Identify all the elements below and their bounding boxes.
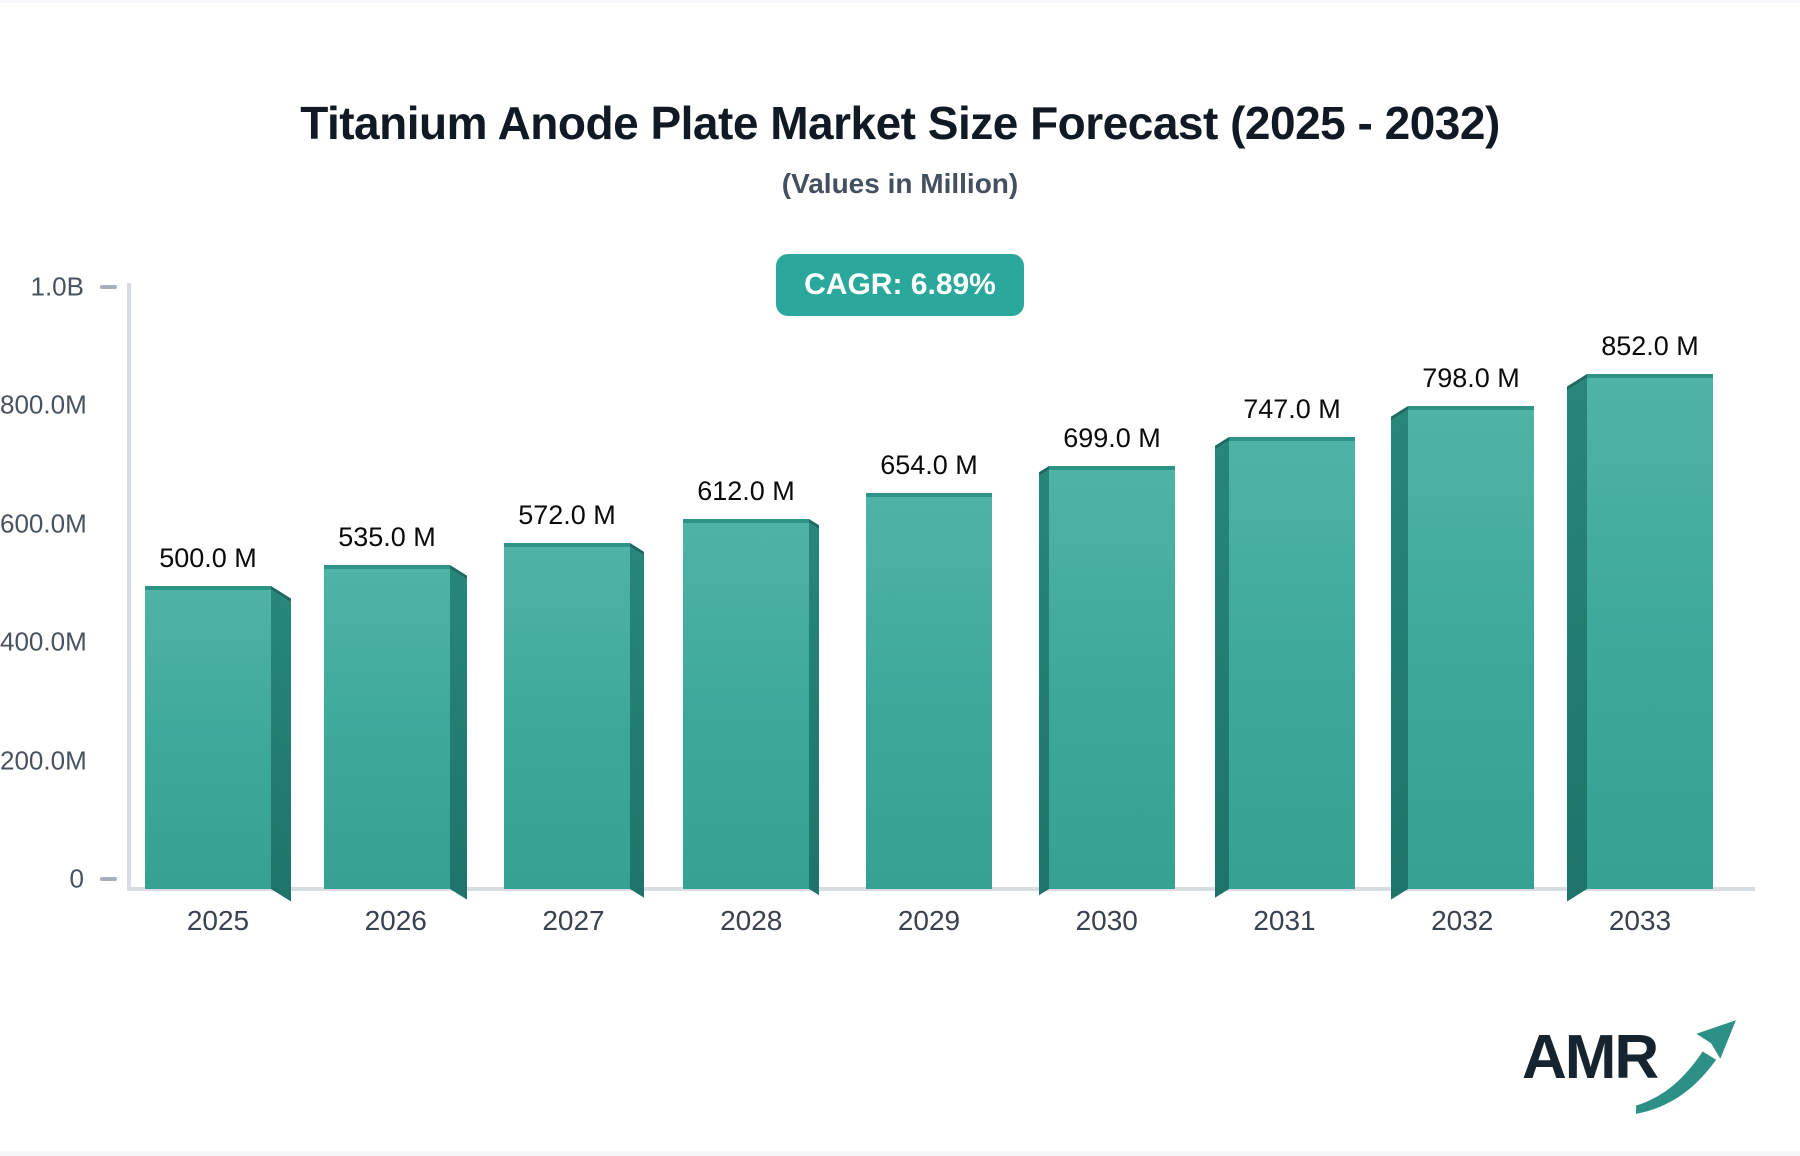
bar-2028 <box>683 519 809 889</box>
bar-2027 <box>504 543 630 889</box>
bar-side-face <box>1391 406 1408 900</box>
bar-value-label: 747.0 M <box>1243 394 1341 424</box>
bar-value-label: 654.0 M <box>880 450 978 480</box>
bar-side-face <box>809 519 819 896</box>
bar-side-face <box>450 565 467 900</box>
x-axis-label: 2030 <box>1075 905 1138 936</box>
y-axis-line <box>127 283 131 891</box>
bar-2033 <box>1587 374 1713 889</box>
bar-2031 <box>1229 437 1355 889</box>
x-axis-label: 2033 <box>1608 905 1672 936</box>
y-axis-label: 800.0M <box>0 389 87 420</box>
bar-value-label: 798.0 M <box>1422 363 1520 393</box>
bar-2026 <box>324 565 450 889</box>
bar-value-label: 612.0 M <box>697 476 795 506</box>
y-axis-label: 600.0M <box>0 508 87 539</box>
bar-side-face <box>1567 374 1587 902</box>
bar-side-face <box>630 543 644 898</box>
bar-value-label: 699.0 M <box>1063 423 1161 453</box>
x-axis-line <box>127 887 1755 891</box>
y-axis-label: 0 <box>69 863 84 894</box>
chart-title: Titanium Anode Plate Market Size Forecas… <box>300 97 1500 149</box>
amr-logo-text: AMR <box>1522 1023 1659 1092</box>
bar-value-label: 535.0 M <box>338 522 436 552</box>
page-edge-bottom <box>0 1151 1800 1156</box>
bar-2029 <box>866 493 992 889</box>
page-edge-top <box>0 0 1800 3</box>
cagr-badge: CAGR: 6.89% <box>776 254 1024 316</box>
bar-side-face <box>1039 466 1049 896</box>
growth-arrow-icon <box>1636 1020 1736 1114</box>
bar-2025 <box>145 586 271 889</box>
bar-value-label: 500.0 M <box>159 543 257 573</box>
y-axis-label: 1.0B <box>30 271 85 302</box>
bar-2032 <box>1408 406 1534 889</box>
chart-subtitle: (Values in Million) <box>781 168 1019 199</box>
x-axis-label: 2031 <box>1253 905 1316 936</box>
y-axis-label: 200.0M <box>0 745 87 776</box>
x-axis-label: 2027 <box>542 905 605 936</box>
bar-value-label: 572.0 M <box>518 500 616 530</box>
bar-2030 <box>1049 466 1175 889</box>
x-axis-label: 2026 <box>364 905 427 936</box>
x-axis-label: 2028 <box>720 905 783 936</box>
y-axis-tick <box>100 877 117 881</box>
x-axis-label: 2025 <box>186 905 250 936</box>
amr-logo: AMR <box>1522 1020 1752 1118</box>
cagr-badge-row: CAGR: 6.89% <box>0 254 1800 316</box>
x-axis-label: 2032 <box>1431 905 1494 936</box>
bar-value-label: 852.0 M <box>1601 331 1699 361</box>
bar-side-face <box>1215 437 1229 898</box>
x-axis-label: 2029 <box>897 905 961 936</box>
bar-side-face <box>271 586 291 902</box>
y-axis-label: 400.0M <box>0 626 87 657</box>
y-axis-tick <box>100 285 117 289</box>
